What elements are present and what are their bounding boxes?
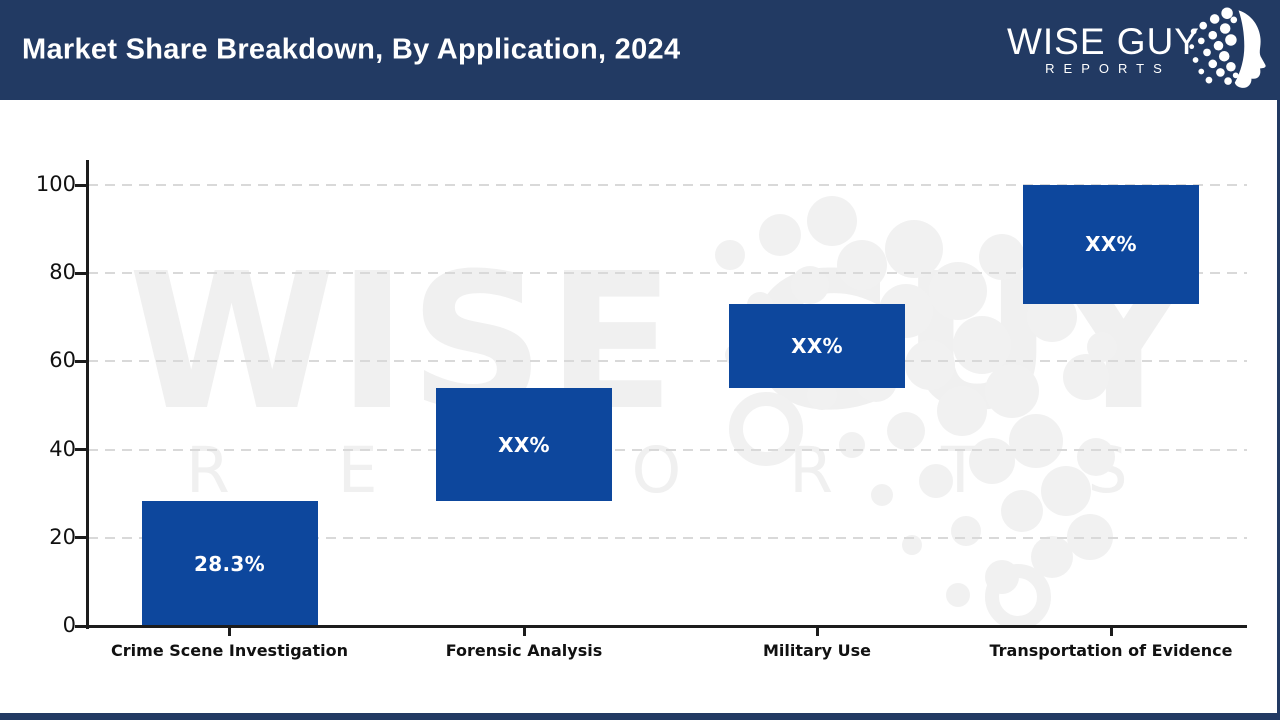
y-axis-tick — [75, 624, 86, 628]
category-label: Transportation of Evidence — [989, 641, 1233, 660]
category-label: Military Use — [762, 641, 872, 660]
x-axis-tick — [815, 627, 819, 636]
bar-segment: XX% — [436, 388, 612, 502]
y-axis-line — [86, 160, 89, 629]
y-tick-label: 60 — [49, 348, 76, 373]
gridline — [88, 272, 1247, 275]
gridline — [88, 360, 1247, 363]
y-axis-tick — [75, 359, 86, 363]
gridline — [88, 536, 1247, 539]
bar-value-label: XX% — [791, 333, 843, 358]
bar-segment: 28.3% — [141, 501, 318, 626]
logo-wordmark: WISE GUY — [1006, 21, 1200, 62]
y-tick-label: 40 — [49, 436, 76, 461]
x-axis-tick — [1109, 627, 1113, 636]
bar-segment: XX% — [1023, 185, 1199, 304]
y-tick-label: 100 — [35, 172, 76, 196]
gridline — [88, 184, 1247, 186]
x-axis-line — [86, 624, 1247, 628]
plot-area: 0 20 40 60 80 100 28.3% Crime Scene Investigati… — [0, 100, 1280, 713]
y-axis-tick — [75, 448, 86, 452]
y-tick-label: 80 — [49, 260, 76, 285]
page-title: Market Share Breakdown, By Application, … — [22, 33, 681, 66]
y-axis-tick — [75, 271, 86, 275]
right-accent-bar — [1277, 0, 1280, 720]
bar-value-label: 28.3% — [194, 551, 265, 576]
header-banner: Market Share Breakdown, By Application, … — [0, 0, 1280, 100]
x-axis-tick — [522, 627, 526, 636]
bar-value-label: XX% — [498, 432, 550, 457]
logo-text: WISE GUY REPORTS — [1007, 23, 1200, 77]
y-tick-label: 20 — [49, 524, 76, 549]
category-label: Crime Scene Investigation — [111, 641, 348, 660]
y-axis-tick — [75, 183, 86, 187]
y-axis-tick — [75, 536, 86, 540]
logo-subtext: REPORTS — [1045, 61, 1171, 76]
y-tick-label: 0 — [62, 613, 76, 637]
x-axis-tick — [228, 627, 231, 636]
bar-value-label: XX% — [1085, 232, 1137, 257]
gridline — [88, 448, 1247, 451]
category-label: Forensic Analysis — [445, 641, 603, 660]
bottom-accent-bar — [0, 713, 1280, 720]
wise-guy-head-icon — [1189, 7, 1266, 88]
wise-guy-logo: WISE GUY REPORTS — [1007, 0, 1272, 100]
bar-segment: XX% — [729, 303, 905, 389]
